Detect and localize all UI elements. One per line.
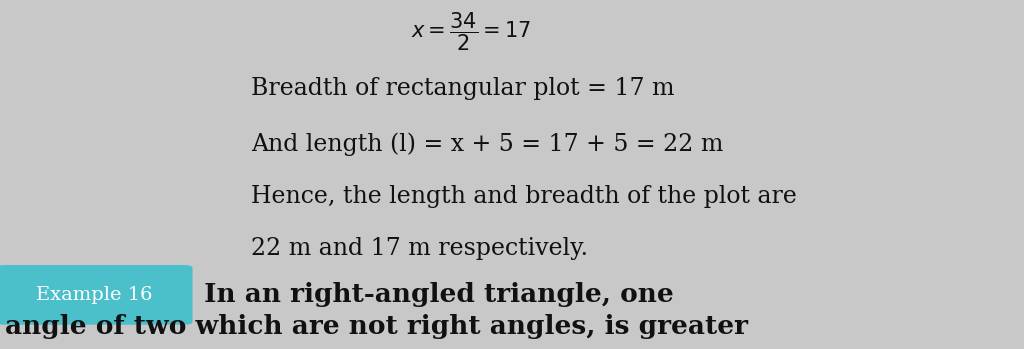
Text: Hence, the length and breadth of the plot are: Hence, the length and breadth of the plo… [251, 185, 797, 208]
Text: Example 16: Example 16 [37, 286, 153, 304]
Text: In an right-angled triangle, one: In an right-angled triangle, one [195, 282, 674, 307]
Text: $x=\dfrac{34}{2}=17$: $x=\dfrac{34}{2}=17$ [411, 10, 531, 53]
Text: angle of two which are not right angles, is greater: angle of two which are not right angles,… [5, 314, 749, 339]
Text: Breadth of rectangular plot = 17 m: Breadth of rectangular plot = 17 m [251, 77, 675, 100]
Text: And length (l) = x + 5 = 17 + 5 = 22 m: And length (l) = x + 5 = 17 + 5 = 22 m [251, 133, 723, 156]
FancyBboxPatch shape [0, 265, 193, 325]
Text: 22 m and 17 m respectively.: 22 m and 17 m respectively. [251, 237, 588, 260]
